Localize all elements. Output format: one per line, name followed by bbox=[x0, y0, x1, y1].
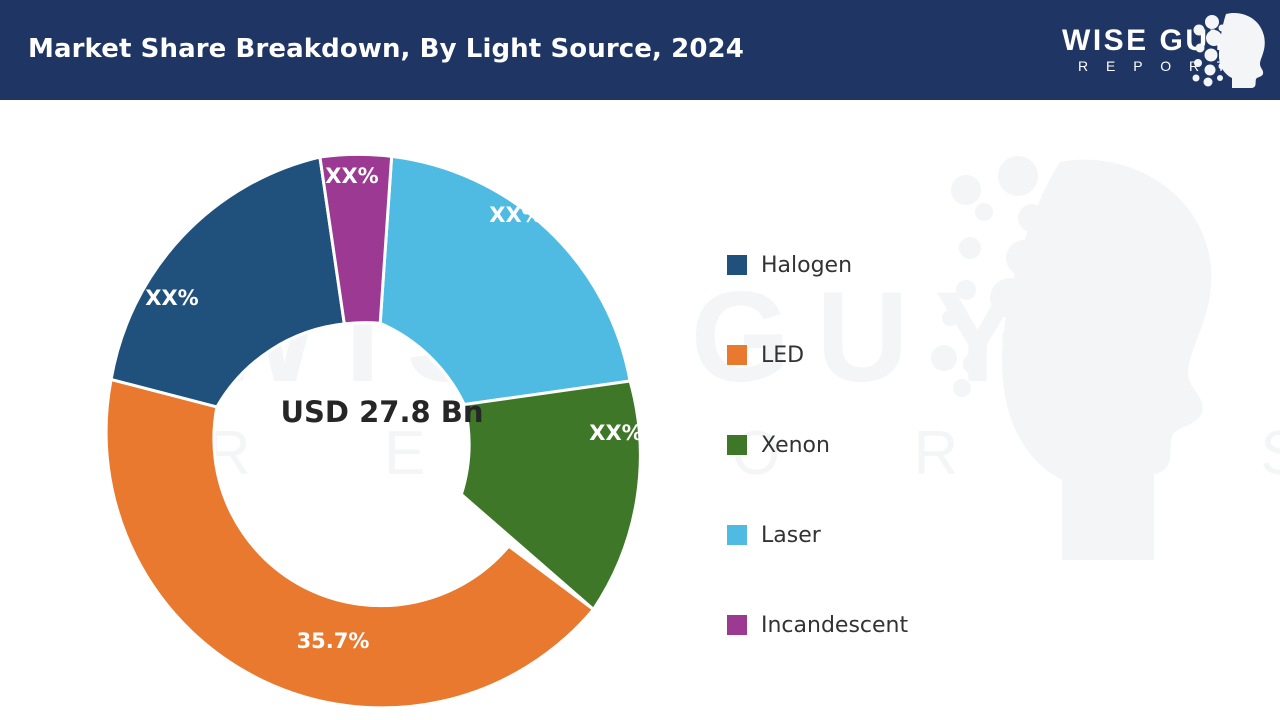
legend-item-led[interactable]: LED bbox=[727, 340, 908, 370]
chart-legend: Halogen LED Xenon Laser Incandescent bbox=[727, 250, 908, 700]
legend-label: Halogen bbox=[761, 252, 853, 278]
slice-label-halogen: XX% bbox=[145, 286, 199, 310]
legend-label: Xenon bbox=[761, 432, 830, 458]
donut-center-label: USD 27.8 Bn bbox=[280, 395, 484, 429]
slice-incandescent[interactable] bbox=[318, 152, 394, 326]
slice-label-laser: XX% bbox=[489, 203, 543, 227]
slice-label-led: 35.7% bbox=[296, 629, 370, 653]
legend-swatch-icon bbox=[727, 255, 747, 275]
slice-halogen[interactable] bbox=[109, 155, 347, 409]
donut-chart bbox=[104, 152, 642, 710]
legend-swatch-icon bbox=[727, 525, 747, 545]
legend-item-laser[interactable]: Laser bbox=[727, 520, 908, 550]
legend-item-incandescent[interactable]: Incandescent bbox=[727, 610, 908, 640]
slice-xenon[interactable] bbox=[459, 379, 642, 612]
legend-swatch-icon bbox=[727, 345, 747, 365]
legend-swatch-icon bbox=[727, 615, 747, 635]
watermark-head-icon bbox=[931, 156, 1212, 560]
legend-item-halogen[interactable]: Halogen bbox=[727, 250, 908, 280]
legend-swatch-icon bbox=[727, 435, 747, 455]
legend-label: LED bbox=[761, 342, 805, 368]
slice-label-xenon: XX% bbox=[589, 421, 643, 445]
donut-slices bbox=[104, 152, 642, 710]
page-title: Market Share Breakdown, By Light Source,… bbox=[28, 34, 744, 64]
slice-led[interactable] bbox=[104, 377, 596, 710]
head-silhouette-icon bbox=[1192, 12, 1265, 89]
chart-canvas: WISE GUY R E P O R T S bbox=[0, 100, 1280, 720]
slice-label-incandescent: XX% bbox=[325, 164, 379, 188]
page-header: Market Share Breakdown, By Light Source,… bbox=[0, 0, 1280, 100]
legend-label: Incandescent bbox=[761, 612, 909, 638]
slice-laser[interactable] bbox=[378, 154, 632, 407]
legend-item-xenon[interactable]: Xenon bbox=[727, 430, 908, 460]
legend-label: Laser bbox=[761, 522, 821, 548]
brand-logo: WISE GUY R E P O R T S bbox=[1056, 6, 1274, 94]
